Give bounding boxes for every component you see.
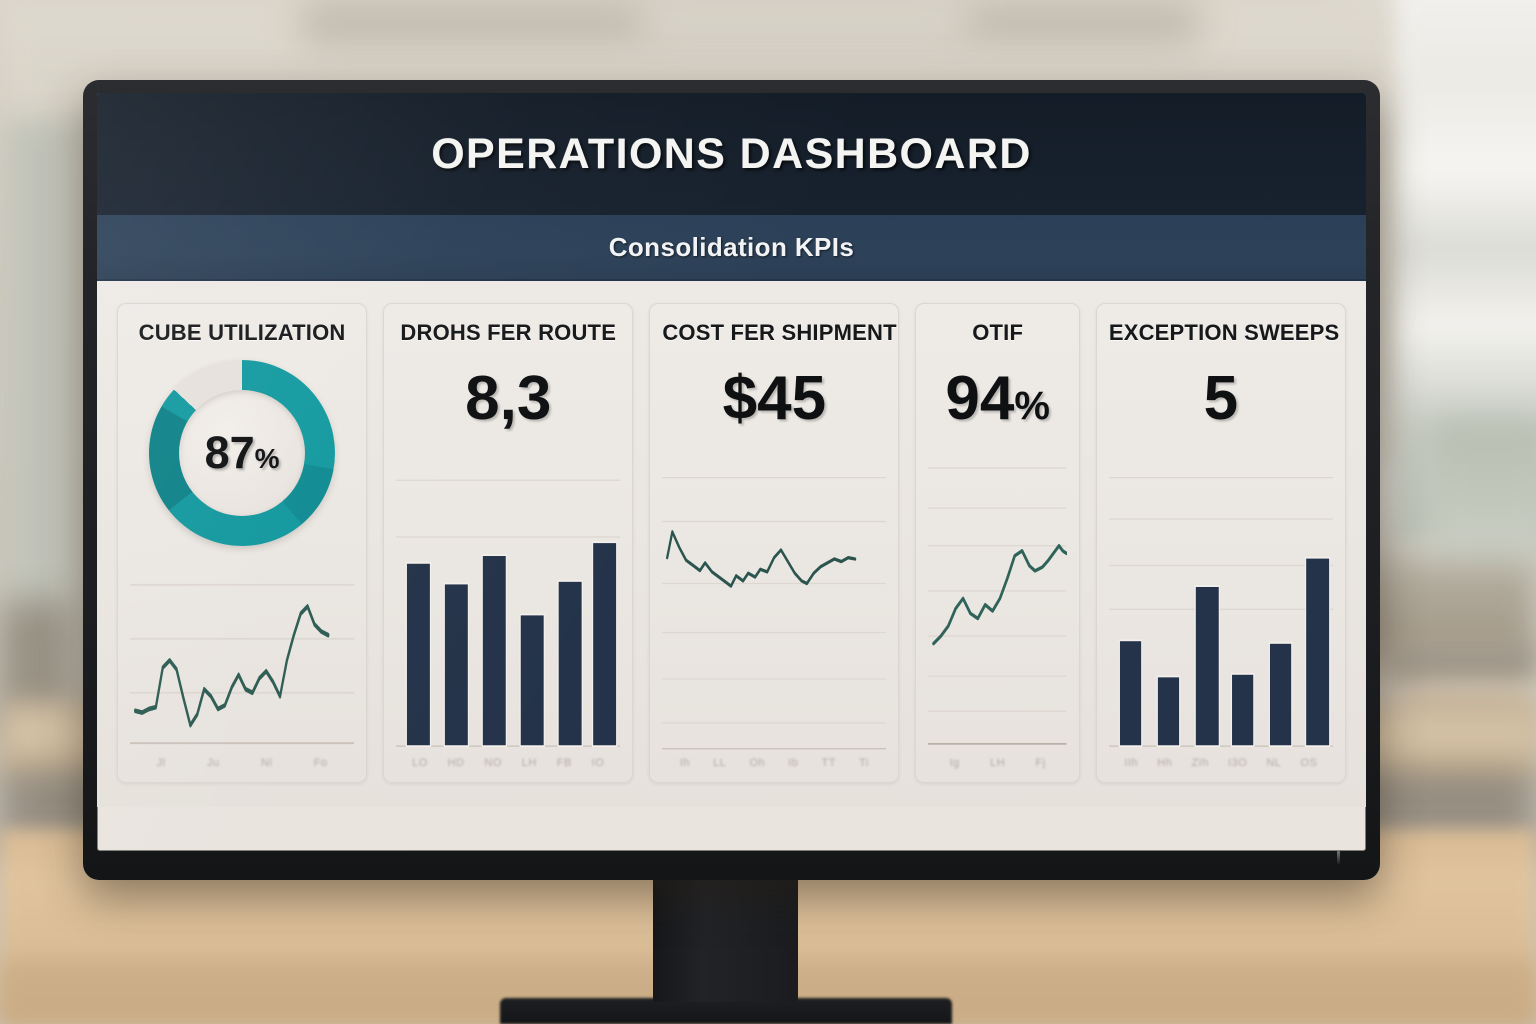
bar [1268,642,1293,748]
axis-tick: NL [1266,757,1282,769]
sparkline-svg [130,583,355,745]
donut-value: 87% [204,427,280,478]
gridlines [662,477,887,750]
kpi-value: 94% [945,364,1050,433]
axis-tick: LO [412,757,428,769]
axis-tick: I3O [1227,757,1248,769]
monitor-stand-neck [653,878,798,1002]
monitor-stand-base [500,998,952,1024]
axis-tick: LH [990,757,1006,769]
kpi-value: 8,3 [465,364,552,433]
kpi-card-strip: CUBE UTILIZATION 87% [97,281,1366,807]
axis-tick: Nl [260,757,273,769]
bar [1194,585,1220,748]
bar-chart-drops-per-route [396,457,621,754]
bar [443,582,470,748]
line-path [666,530,857,588]
bar [1230,673,1255,748]
donut-ring: 87% [149,360,336,546]
bar [557,580,583,748]
bar-chart-exception-sweeps [1108,457,1333,754]
kpi-title: CUBE UTILIZATION [138,320,346,345]
axis-tick: Ig [949,757,960,769]
axis-tick: Ti [859,757,869,769]
gridlines [130,583,355,745]
monitor-screen: OPERATIONS DASHBOARD Consolidation KPIs … [97,93,1366,851]
axis-tick: Ib [788,757,799,769]
axis-ticks: Ih LL Oh Ib TT Ti [662,754,886,772]
axis-ticks: Ig LH Fj [928,754,1066,772]
axis-ticks: IIh Hh ZIh I3O NL OS [1109,754,1333,772]
monitor-bezel-bottom [83,852,1380,880]
axis-tick: ZIh [1191,757,1209,769]
kpi-card-drops-per-route[interactable]: DROHS FER ROUTE 8,3 [383,303,634,783]
page-title: OPERATIONS DASHBOARD [431,129,1032,178]
bar [481,554,508,748]
kpi-title: DROHS FER ROUTE [400,320,617,345]
bar [592,541,618,748]
axis-tick: FB [556,757,572,769]
bar [1118,639,1143,748]
sparkline-path [134,604,330,728]
axis-tick: OS [1300,757,1318,769]
gridlines [928,467,1067,745]
bar [1304,556,1331,748]
bar [519,613,546,748]
axis-tick: Oh [749,757,766,769]
axis-tick: Ih [679,757,691,769]
bar-chart-svg [1108,477,1333,748]
power-led-icon[interactable] [1337,851,1340,864]
bars [405,541,618,748]
axis-tick: IO [591,757,605,769]
kpi-title: COST FER SHIPMENT [662,320,897,345]
axis-tick: LL [713,757,727,769]
donut-center: 87% [179,390,306,516]
kpi-value: 5 [1203,364,1239,433]
bar [1156,675,1181,748]
axis-tick: IIh [1124,757,1139,769]
line-path [932,544,1067,646]
bars [1118,556,1331,748]
line-chart-svg [928,467,1067,745]
kpi-card-cost-per-shipment[interactable]: COST FER SHIPMENT $45 [649,303,900,783]
sparkline-cube-utilization [130,556,355,754]
kpi-value: $45 [722,364,827,433]
donut-chart: 87% [130,358,354,548]
kpi-card-otif[interactable]: OTIF 94% [915,303,1080,783]
bar-chart-svg [396,479,621,748]
axis-tick: HD [447,757,465,769]
kpi-card-cube-utilization[interactable]: CUBE UTILIZATION 87% [117,303,368,783]
axis-ticks: LO HD NO LH FB IO [396,754,620,772]
background-shelf-lower [1390,645,1536,681]
axis-tick: TT [821,757,836,769]
app-header: OPERATIONS DASHBOARD [97,93,1366,215]
kpi-card-exception-sweeps[interactable]: EXCEPTION SWEEPS 5 [1095,303,1346,783]
line-chart-svg [662,477,887,750]
axis-tick: Fo [313,757,328,769]
axis-tick: Jl [156,757,166,769]
kpi-title: OTIF [972,320,1024,345]
background-ceiling-light [640,8,970,34]
line-chart-cost-per-shipment [662,457,887,754]
kpi-title: EXCEPTION SWEEPS [1108,320,1340,345]
background-pillar [0,120,90,680]
gridlines [1108,477,1333,747]
axis-tick: NO [484,757,502,769]
bar [405,562,432,748]
axis-ticks: Jl Ju Nl Fo [130,754,354,772]
page-subtitle: Consolidation KPIs [608,231,855,262]
axis-tick: Hh [1157,757,1173,769]
sub-header: Consolidation KPIs [97,215,1366,281]
axis-tick: LH [521,757,537,769]
line-chart-otif [928,453,1067,754]
monitor: OPERATIONS DASHBOARD Consolidation KPIs … [83,80,1380,880]
axis-tick: Ju [206,757,220,769]
axis-tick: Fj [1035,757,1046,769]
